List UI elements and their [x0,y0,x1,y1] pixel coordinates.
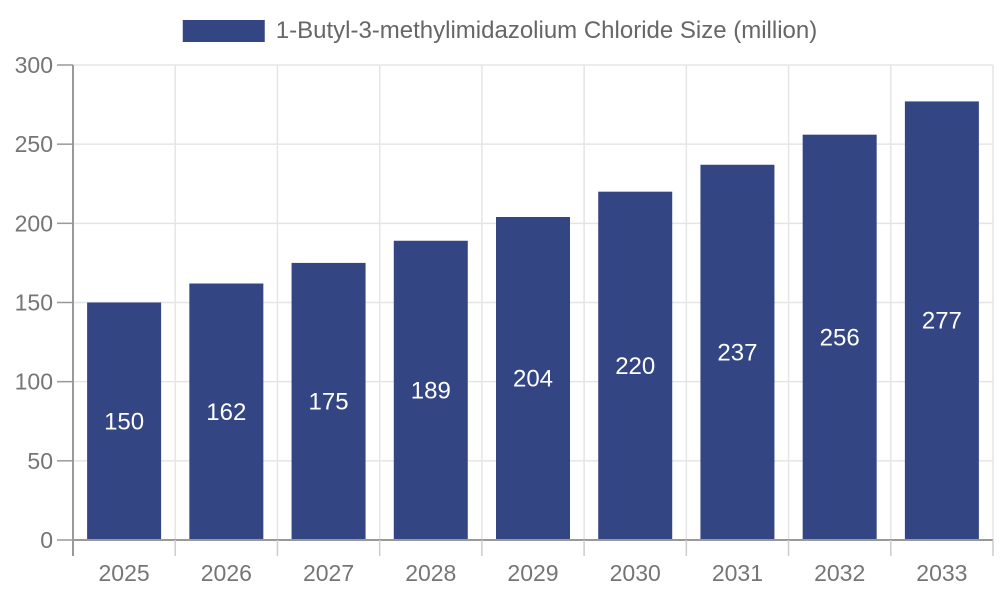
bar-value-label-2033: 277 [922,308,962,335]
x-tick-label-2028: 2028 [405,560,456,586]
y-tick-label-100: 100 [15,369,53,395]
bar-value-label-2030: 220 [615,353,655,380]
legend-swatch [182,20,265,42]
bar-2028[interactable] [393,240,468,540]
x-tick-label-2027: 2027 [303,560,354,586]
y-tick-label-150: 150 [15,290,53,316]
x-tick-label-2026: 2026 [201,560,252,586]
bar-value-label-2025: 150 [104,408,144,435]
x-tick-label-2031: 2031 [712,560,763,586]
y-tick-label-250: 250 [15,131,53,157]
bar-2027[interactable] [291,262,366,540]
bar-2026[interactable] [189,283,264,541]
legend-label: 1-Butyl-3-methylimidazolium Chloride Siz… [275,17,818,44]
bar-value-label-2032: 256 [820,324,860,351]
y-tick-label-200: 200 [15,210,53,236]
legend-item[interactable]: 1-Butyl-3-methylimidazolium Chloride Siz… [182,17,818,44]
bar-2030[interactable] [598,191,673,540]
bar-2031[interactable] [700,164,775,540]
bar-value-label-2029: 204 [513,366,553,393]
y-tick-label-50: 50 [27,448,53,474]
bar-2029[interactable] [496,217,570,540]
bar-value-label-2027: 175 [309,388,349,415]
x-tick-label-2033: 2033 [916,560,967,586]
y-tick-label-0: 0 [40,527,53,553]
bar-value-label-2026: 162 [206,399,246,426]
bar-2032[interactable] [802,134,877,540]
bar-value-label-2028: 189 [411,377,451,404]
bar-2025[interactable] [87,302,162,541]
x-tick-label-2025: 2025 [99,560,150,586]
y-tick-label-300: 300 [15,52,53,78]
x-tick-label-2029: 2029 [507,560,558,586]
x-tick-label-2030: 2030 [610,560,661,586]
x-tick-label-2032: 2032 [814,560,865,586]
bar-value-label-2031: 237 [717,339,757,366]
bar-2033[interactable] [904,101,979,541]
